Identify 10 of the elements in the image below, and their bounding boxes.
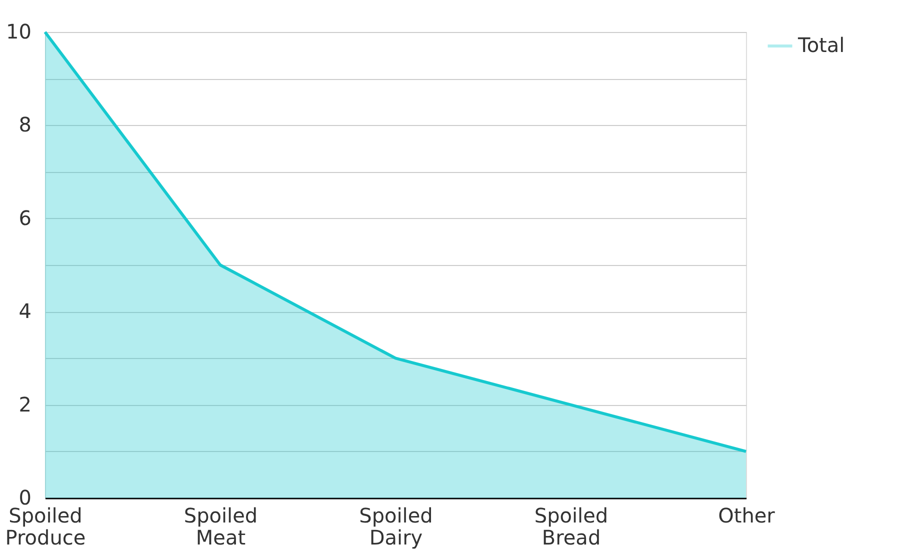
- x-tick-label: Spoiled Bread: [534, 504, 608, 550]
- x-tick-label: Other: [718, 504, 776, 528]
- y-tick-label: 2: [18, 392, 32, 416]
- x-tick-label: Spoiled Meat: [184, 504, 258, 550]
- y-tick-label: 8: [18, 112, 32, 137]
- y-tick-label: 4: [18, 299, 32, 324]
- y-tick-label: 10: [6, 20, 32, 44]
- legend-label: Total: [797, 33, 845, 57]
- x-tick-label: Spoiled Dairy: [359, 504, 433, 550]
- y-tick-label: 6: [18, 206, 32, 230]
